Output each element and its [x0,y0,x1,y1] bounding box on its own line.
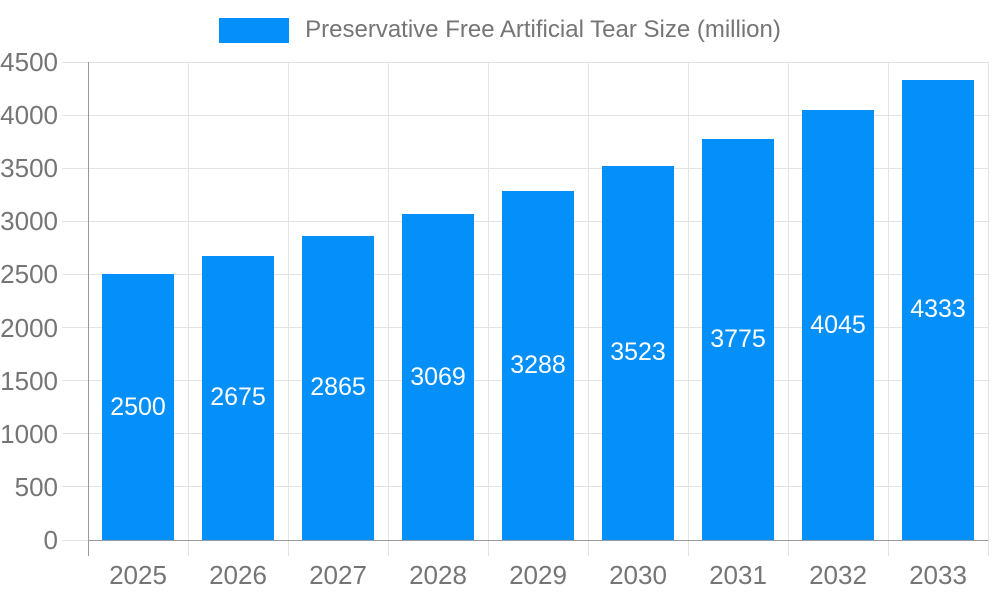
bar-value-label: 3288 [510,350,566,379]
bar-2028[interactable] [402,214,474,540]
x-gridline [287,62,289,556]
bar-value-label: 2500 [110,392,166,421]
bar-2033[interactable] [902,79,974,540]
legend-label: Preservative Free Artificial Tear Size (… [305,16,781,43]
x-gridline [387,62,389,556]
bar-2026[interactable] [202,255,274,540]
bar-value-label: 4333 [910,295,966,324]
bar-value-label: 4045 [810,310,866,339]
y-axis-line [87,62,89,556]
x-gridline [687,62,689,556]
bar-2030[interactable] [602,165,674,540]
x-gridline [587,62,589,556]
y-axis-tick-label: 4500 [0,47,58,77]
x-axis-tick-label: 2026 [209,560,267,590]
x-gridline [187,62,189,556]
bar-value-label: 3069 [410,362,466,391]
y-axis-tick-label: 3500 [0,153,58,184]
x-gridline [487,62,489,556]
x-axis-tick-label: 2025 [109,560,167,590]
bar-2029[interactable] [502,190,574,540]
y-axis-tick-label: 1000 [0,418,58,449]
y-gridline [62,61,988,63]
x-axis-tick-label: 2028 [409,560,467,590]
y-axis-tick-label: 2500 [0,259,58,290]
x-axis-tick-label: 2029 [509,560,567,590]
chart-legend[interactable]: Preservative Free Artificial Tear Size (… [0,15,1000,45]
x-gridline [787,62,789,556]
bar-2025[interactable] [102,274,174,540]
x-axis-tick-label: 2027 [309,560,367,590]
bar-value-label: 2865 [310,373,366,402]
bar-value-label: 3775 [710,325,766,353]
y-gridline [62,114,988,116]
bar-value-label: 3523 [610,338,666,367]
x-axis-tick-label: 2033 [909,560,967,590]
y-axis-tick-label: 4000 [0,100,58,131]
legend-swatch [219,17,290,43]
x-axis-tick-label: 2030 [609,560,667,590]
x-axis-tick-label: 2031 [709,560,767,590]
x-axis-tick-label: 2032 [809,560,867,590]
bar-2031[interactable] [702,139,774,540]
y-axis-tick-label: 2000 [0,312,58,343]
bar-value-label: 2675 [210,383,266,412]
y-axis-tick-label: 500 [14,471,58,502]
y-axis-tick-label: 3000 [0,206,58,237]
bar-2032[interactable] [802,110,874,540]
x-gridline [987,62,989,556]
x-axis-line [88,539,988,541]
y-gridline [62,167,988,169]
bar-2027[interactable] [302,235,374,540]
y-axis-tick-label: 0 [43,525,58,555]
x-gridline [887,62,889,556]
y-axis-tick-label: 1500 [0,365,58,396]
